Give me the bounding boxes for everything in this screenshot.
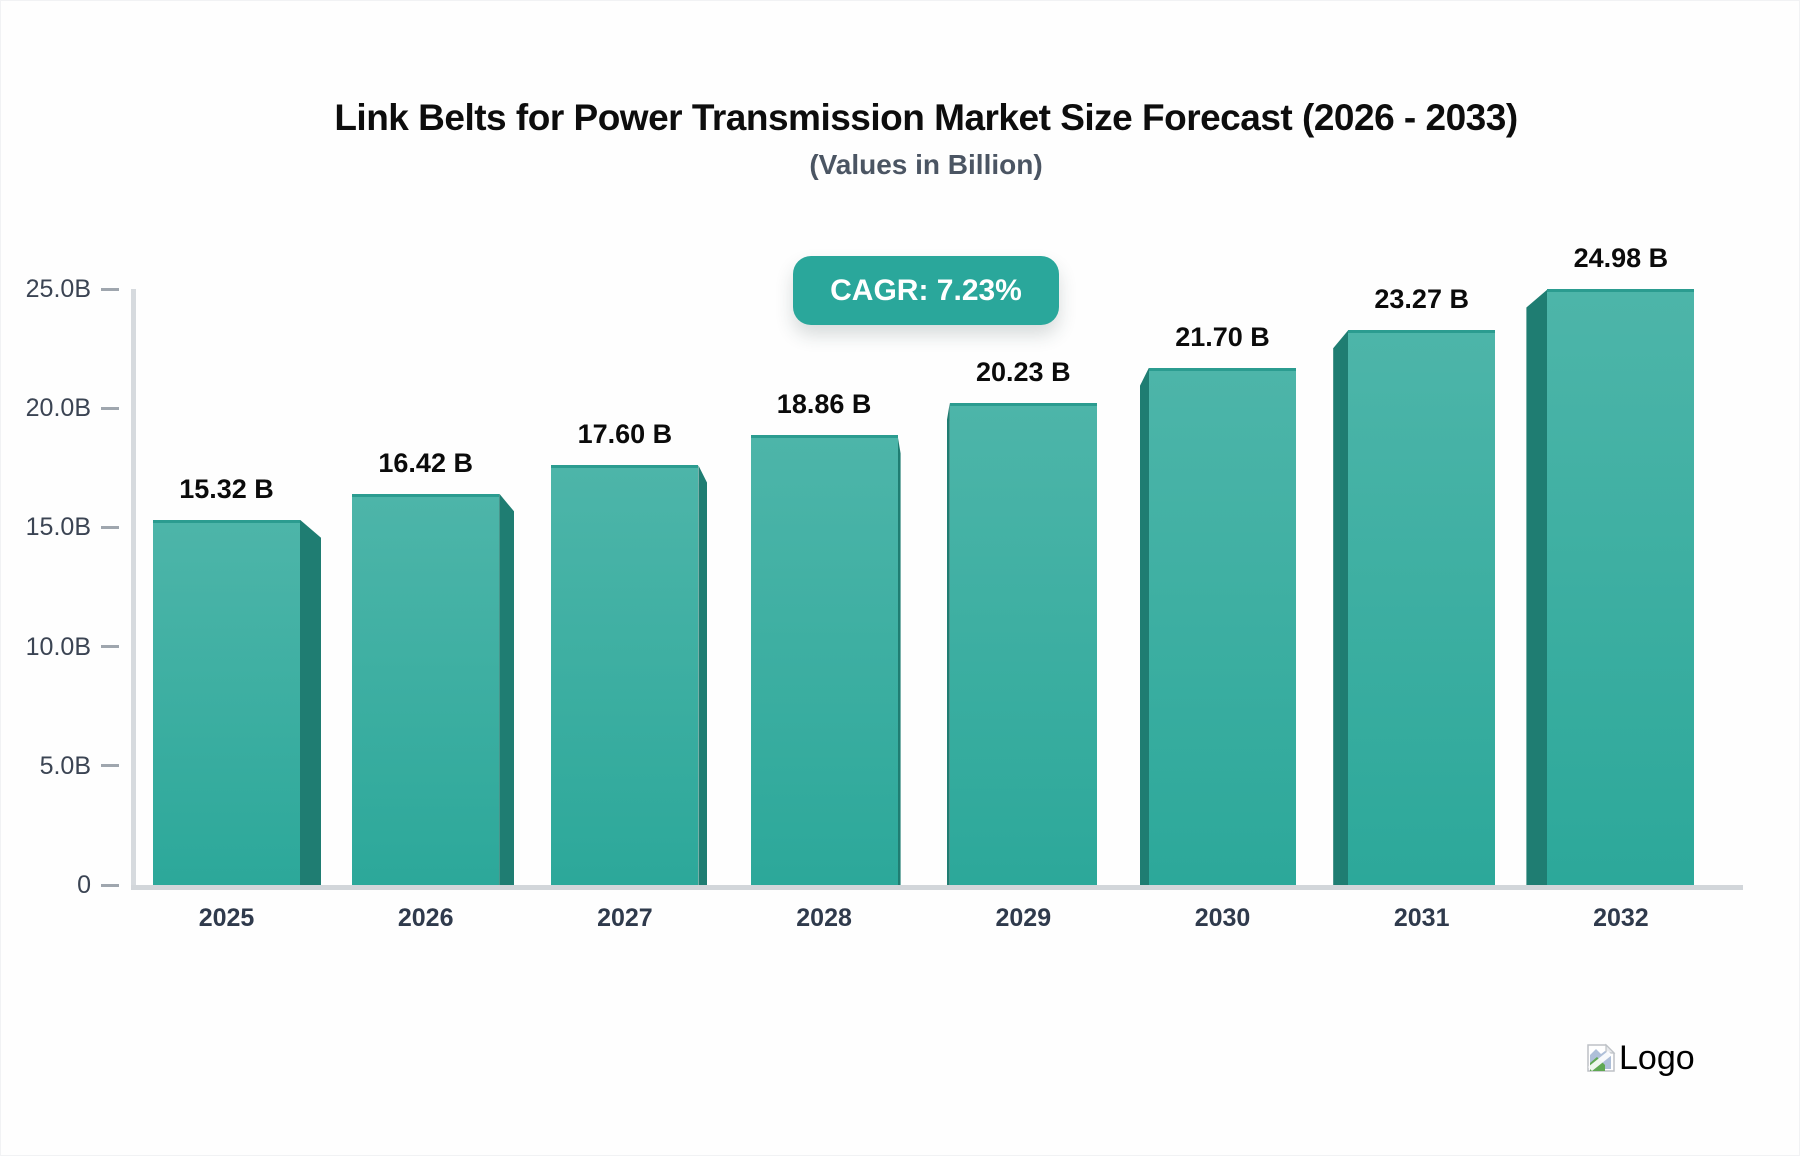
cagr-badge-label: CAGR: 7.23% bbox=[830, 273, 1022, 307]
x-axis-label-2027: 2027 bbox=[597, 904, 653, 932]
bar-2027[interactable] bbox=[551, 465, 699, 885]
bar-value-label-2030: 21.70 B bbox=[1175, 321, 1270, 352]
bar-value-label-2032: 24.98 B bbox=[1573, 243, 1669, 274]
x-axis-label-2030: 2030 bbox=[1194, 904, 1251, 932]
y-axis-label: 10.0B bbox=[25, 632, 91, 661]
bar-side-2026 bbox=[499, 493, 515, 885]
y-axis-tick bbox=[101, 406, 119, 410]
y-axis-tick bbox=[101, 764, 119, 768]
bar-value-label-2027: 17.60 B bbox=[577, 419, 673, 450]
y-axis-label: 0 bbox=[77, 871, 91, 899]
bar-side-2025 bbox=[300, 519, 321, 885]
bar-2031[interactable] bbox=[1348, 330, 1496, 885]
bar-2029[interactable] bbox=[949, 402, 1097, 885]
x-axis-label-2026: 2026 bbox=[397, 904, 454, 932]
x-axis-label-2031: 2031 bbox=[1393, 904, 1450, 932]
y-axis-label: 15.0B bbox=[25, 513, 91, 542]
bar-2026[interactable] bbox=[352, 493, 500, 885]
bar-side-2030 bbox=[1140, 367, 1149, 885]
y-axis-tick bbox=[101, 883, 119, 887]
y-axis-line bbox=[131, 289, 136, 885]
y-axis-tick bbox=[101, 645, 119, 649]
bar-2025[interactable] bbox=[153, 519, 300, 885]
logo: Logo bbox=[1586, 1039, 1695, 1077]
bar-side-2028 bbox=[897, 435, 901, 885]
y-axis-tick bbox=[101, 525, 119, 529]
x-axis-label-2029: 2029 bbox=[995, 904, 1052, 932]
bar-value-label-2025: 15.32 B bbox=[179, 473, 274, 504]
bar-value-label-2031: 23.27 B bbox=[1374, 284, 1469, 315]
bar-value-label-2028: 18.86 B bbox=[776, 389, 872, 420]
chart-subtitle: (Values in Billion) bbox=[809, 149, 1043, 180]
bar-value-label-2026: 16.42 B bbox=[378, 447, 473, 478]
broken-image-icon bbox=[1587, 1043, 1616, 1072]
bar-side-2032 bbox=[1526, 289, 1548, 885]
bar-side-2027 bbox=[698, 465, 708, 885]
bar-2030[interactable] bbox=[1149, 367, 1296, 885]
bar-2028[interactable] bbox=[750, 435, 898, 885]
bar-2032[interactable] bbox=[1547, 289, 1695, 885]
bar-value-label-2029: 20.23 B bbox=[976, 356, 1071, 387]
cagr-badge: CAGR: 7.23% bbox=[793, 256, 1059, 325]
x-axis-label-2028: 2028 bbox=[796, 904, 852, 932]
bar-side-2031 bbox=[1333, 330, 1349, 885]
x-axis-label-2032: 2032 bbox=[1593, 904, 1649, 932]
y-axis-label: 25.0B bbox=[25, 275, 91, 303]
y-axis-tick bbox=[101, 287, 119, 291]
y-axis-label: 20.0B bbox=[25, 394, 91, 423]
chart-title: Link Belts for Power Transmission Market… bbox=[334, 97, 1518, 138]
y-axis-label: 5.0B bbox=[39, 751, 91, 780]
bar-side-2029 bbox=[946, 402, 950, 885]
logo-alt-text: Logo bbox=[1619, 1039, 1695, 1077]
x-axis-line bbox=[131, 885, 1743, 890]
x-axis-label-2025: 2025 bbox=[198, 904, 255, 932]
